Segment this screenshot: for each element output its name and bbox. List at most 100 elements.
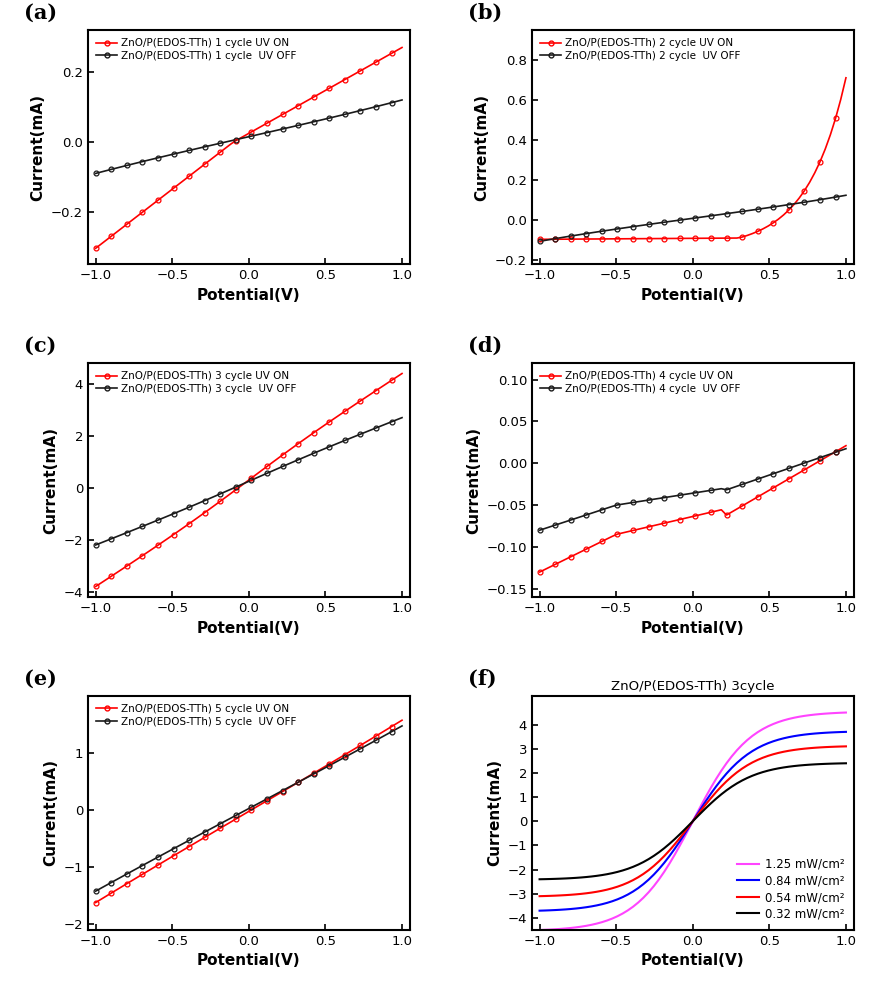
ZnO/P(EDOS-TTh) 4 cycle UV ON [815, 455, 825, 467]
1.25 mW/cm² [534, 924, 545, 936]
ZnO/P(EDOS-TTh) 4 cycle UV ON [722, 509, 732, 521]
ZnO/P(EDOS-TTh) 5 cycle UV ON [309, 767, 319, 779]
0.84 mW/cm² [612, 893, 623, 905]
0.32 mW/cm² [638, 856, 649, 868]
ZnO/P(EDOS-TTh) 3 cycle  UV OFF [309, 447, 319, 459]
Line: ZnO/P(EDOS-TTh) 3 cycle  UV OFF: ZnO/P(EDOS-TTh) 3 cycle UV OFF [93, 419, 394, 547]
0.84 mW/cm² [840, 726, 851, 738]
ZnO/P(EDOS-TTh) 3 cycle  UV OFF [261, 467, 272, 479]
ZnO/P(EDOS-TTh) 5 cycle  UV OFF [356, 743, 366, 755]
ZnO/P(EDOS-TTh) 2 cycle UV ON [550, 233, 561, 245]
ZnO/P(EDOS-TTh) 1 cycle  UV OFF [231, 134, 241, 146]
ZnO/P(EDOS-TTh) 1 cycle UV ON [215, 146, 225, 158]
ZnO/P(EDOS-TTh) 4 cycle  UV OFF [783, 462, 794, 474]
ZnO/P(EDOS-TTh) 2 cycle UV ON [674, 232, 685, 244]
ZnO/P(EDOS-TTh) 2 cycle UV ON [768, 217, 779, 229]
ZnO/P(EDOS-TTh) 2 cycle  UV OFF [830, 191, 840, 203]
ZnO/P(EDOS-TTh) 3 cycle  UV OFF [106, 533, 116, 545]
0.54 mW/cm² [612, 881, 623, 893]
ZnO/P(EDOS-TTh) 5 cycle UV ON [356, 739, 366, 751]
ZnO/P(EDOS-TTh) 1 cycle  UV OFF [121, 159, 132, 171]
ZnO/P(EDOS-TTh) 4 cycle  UV OFF [768, 468, 779, 480]
ZnO/P(EDOS-TTh) 3 cycle UV ON [386, 374, 397, 386]
ZnO/P(EDOS-TTh) 4 cycle  UV OFF [830, 446, 840, 458]
ZnO/P(EDOS-TTh) 5 cycle UV ON [324, 758, 334, 770]
ZnO/P(EDOS-TTh) 2 cycle  UV OFF [627, 221, 638, 233]
ZnO/P(EDOS-TTh) 3 cycle UV ON [184, 518, 194, 530]
ZnO/P(EDOS-TTh) 5 cycle  UV OFF [386, 726, 397, 738]
ZnO/P(EDOS-TTh) 3 cycle UV ON [324, 416, 334, 428]
ZnO/P(EDOS-TTh) 1 cycle UV ON [386, 47, 397, 59]
ZnO/P(EDOS-TTh) 2 cycle  UV OFF [690, 212, 700, 224]
0.84 mW/cm² [622, 889, 633, 901]
ZnO/P(EDOS-TTh) 4 cycle UV ON [566, 551, 576, 563]
Y-axis label: Current(mA): Current(mA) [43, 426, 58, 534]
ZnO/P(EDOS-TTh) 2 cycle  UV OFF [768, 201, 779, 213]
ZnO/P(EDOS-TTh) 5 cycle UV ON [137, 868, 148, 880]
ZnO/P(EDOS-TTh) 1 cycle UV ON [340, 74, 350, 86]
Line: ZnO/P(EDOS-TTh) 3 cycle UV ON: ZnO/P(EDOS-TTh) 3 cycle UV ON [93, 378, 394, 589]
ZnO/P(EDOS-TTh) 3 cycle  UV OFF [324, 441, 334, 453]
X-axis label: Potential(V): Potential(V) [641, 288, 744, 303]
ZnO/P(EDOS-TTh) 3 cycle UV ON [340, 405, 350, 417]
1.25 mW/cm² [622, 904, 633, 916]
0.54 mW/cm² [840, 740, 851, 752]
X-axis label: Potential(V): Potential(V) [197, 621, 301, 636]
ZnO/P(EDOS-TTh) 5 cycle UV ON [293, 776, 304, 788]
ZnO/P(EDOS-TTh) 5 cycle  UV OFF [277, 785, 288, 797]
ZnO/P(EDOS-TTh) 5 cycle  UV OFF [200, 826, 210, 838]
ZnO/P(EDOS-TTh) 5 cycle UV ON [261, 795, 272, 807]
0.54 mW/cm² [726, 771, 737, 783]
ZnO/P(EDOS-TTh) 4 cycle  UV OFF [752, 473, 763, 485]
ZnO/P(EDOS-TTh) 2 cycle UV ON [815, 156, 825, 168]
ZnO/P(EDOS-TTh) 5 cycle  UV OFF [293, 776, 304, 788]
ZnO/P(EDOS-TTh) 1 cycle UV ON [324, 82, 334, 94]
ZnO/P(EDOS-TTh) 1 cycle UV ON [184, 170, 194, 182]
ZnO/P(EDOS-TTh) 2 cycle UV ON [799, 185, 810, 197]
ZnO/P(EDOS-TTh) 4 cycle UV ON [752, 491, 763, 503]
Legend: ZnO/P(EDOS-TTh) 5 cycle UV ON, ZnO/P(EDOS-TTh) 5 cycle  UV OFF: ZnO/P(EDOS-TTh) 5 cycle UV ON, ZnO/P(EDO… [93, 701, 300, 730]
ZnO/P(EDOS-TTh) 5 cycle UV ON [386, 721, 397, 733]
ZnO/P(EDOS-TTh) 1 cycle  UV OFF [200, 141, 210, 153]
ZnO/P(EDOS-TTh) 1 cycle  UV OFF [153, 152, 164, 164]
ZnO/P(EDOS-TTh) 2 cycle UV ON [534, 233, 545, 245]
ZnO/P(EDOS-TTh) 3 cycle  UV OFF [293, 454, 304, 466]
0.84 mW/cm² [534, 905, 545, 917]
Legend: ZnO/P(EDOS-TTh) 3 cycle UV ON, ZnO/P(EDOS-TTh) 3 cycle  UV OFF: ZnO/P(EDOS-TTh) 3 cycle UV ON, ZnO/P(EDO… [93, 368, 300, 397]
ZnO/P(EDOS-TTh) 3 cycle  UV OFF [340, 434, 350, 446]
ZnO/P(EDOS-TTh) 1 cycle UV ON [293, 100, 304, 112]
ZnO/P(EDOS-TTh) 5 cycle  UV OFF [153, 851, 164, 863]
Line: ZnO/P(EDOS-TTh) 1 cycle UV ON: ZnO/P(EDOS-TTh) 1 cycle UV ON [93, 51, 394, 251]
ZnO/P(EDOS-TTh) 4 cycle UV ON [674, 514, 685, 526]
ZnO/P(EDOS-TTh) 5 cycle UV ON [121, 878, 132, 890]
ZnO/P(EDOS-TTh) 2 cycle  UV OFF [737, 205, 747, 217]
ZnO/P(EDOS-TTh) 5 cycle  UV OFF [231, 809, 241, 821]
ZnO/P(EDOS-TTh) 4 cycle  UV OFF [799, 457, 810, 469]
ZnO/P(EDOS-TTh) 5 cycle  UV OFF [184, 834, 194, 846]
ZnO/P(EDOS-TTh) 1 cycle UV ON [277, 108, 288, 120]
ZnO/P(EDOS-TTh) 4 cycle UV ON [799, 464, 810, 476]
ZnO/P(EDOS-TTh) 5 cycle  UV OFF [91, 885, 101, 897]
ZnO/P(EDOS-TTh) 1 cycle  UV OFF [386, 97, 397, 109]
Line: ZnO/P(EDOS-TTh) 4 cycle UV ON: ZnO/P(EDOS-TTh) 4 cycle UV ON [537, 449, 838, 575]
ZnO/P(EDOS-TTh) 4 cycle UV ON [627, 524, 638, 536]
ZnO/P(EDOS-TTh) 2 cycle UV ON [627, 233, 638, 245]
ZnO/P(EDOS-TTh) 4 cycle  UV OFF [581, 509, 591, 521]
ZnO/P(EDOS-TTh) 3 cycle UV ON [91, 580, 101, 592]
ZnO/P(EDOS-TTh) 2 cycle UV ON [737, 231, 747, 243]
ZnO/P(EDOS-TTh) 1 cycle UV ON [168, 182, 179, 194]
0.84 mW/cm² [726, 762, 737, 774]
Y-axis label: Current(mA): Current(mA) [474, 94, 489, 201]
ZnO/P(EDOS-TTh) 1 cycle UV ON [231, 135, 241, 147]
ZnO/P(EDOS-TTh) 5 cycle UV ON [106, 887, 116, 899]
ZnO/P(EDOS-TTh) 2 cycle UV ON [612, 233, 623, 245]
ZnO/P(EDOS-TTh) 4 cycle  UV OFF [737, 478, 747, 490]
ZnO/P(EDOS-TTh) 2 cycle  UV OFF [581, 228, 591, 240]
ZnO/P(EDOS-TTh) 2 cycle  UV OFF [799, 196, 810, 208]
1.25 mW/cm² [612, 910, 623, 922]
0.84 mW/cm² [633, 882, 643, 894]
ZnO/P(EDOS-TTh) 5 cycle UV ON [246, 804, 257, 816]
Text: (a): (a) [24, 3, 57, 23]
ZnO/P(EDOS-TTh) 2 cycle  UV OFF [752, 203, 763, 215]
X-axis label: Potential(V): Potential(V) [641, 621, 744, 636]
